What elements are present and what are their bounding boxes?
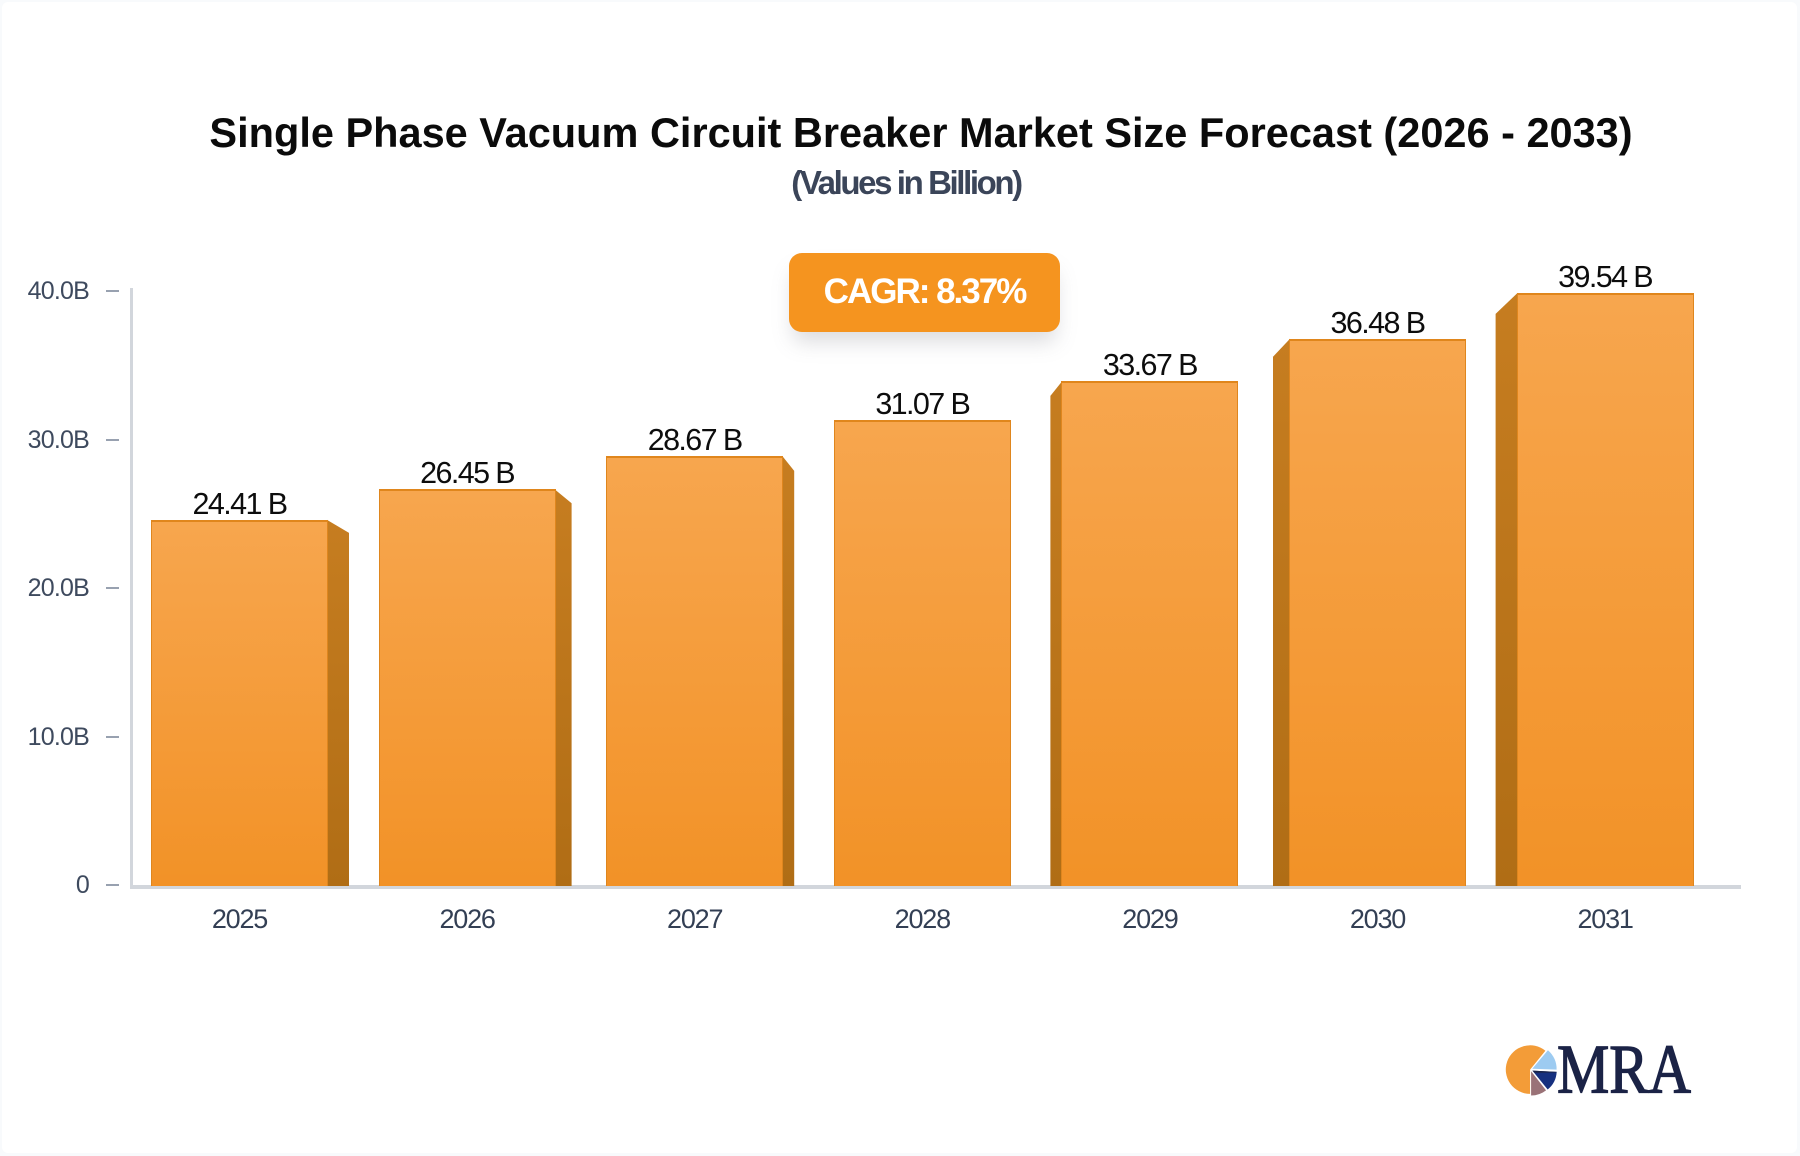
svg-text:MRA: MRA bbox=[1557, 1034, 1691, 1109]
